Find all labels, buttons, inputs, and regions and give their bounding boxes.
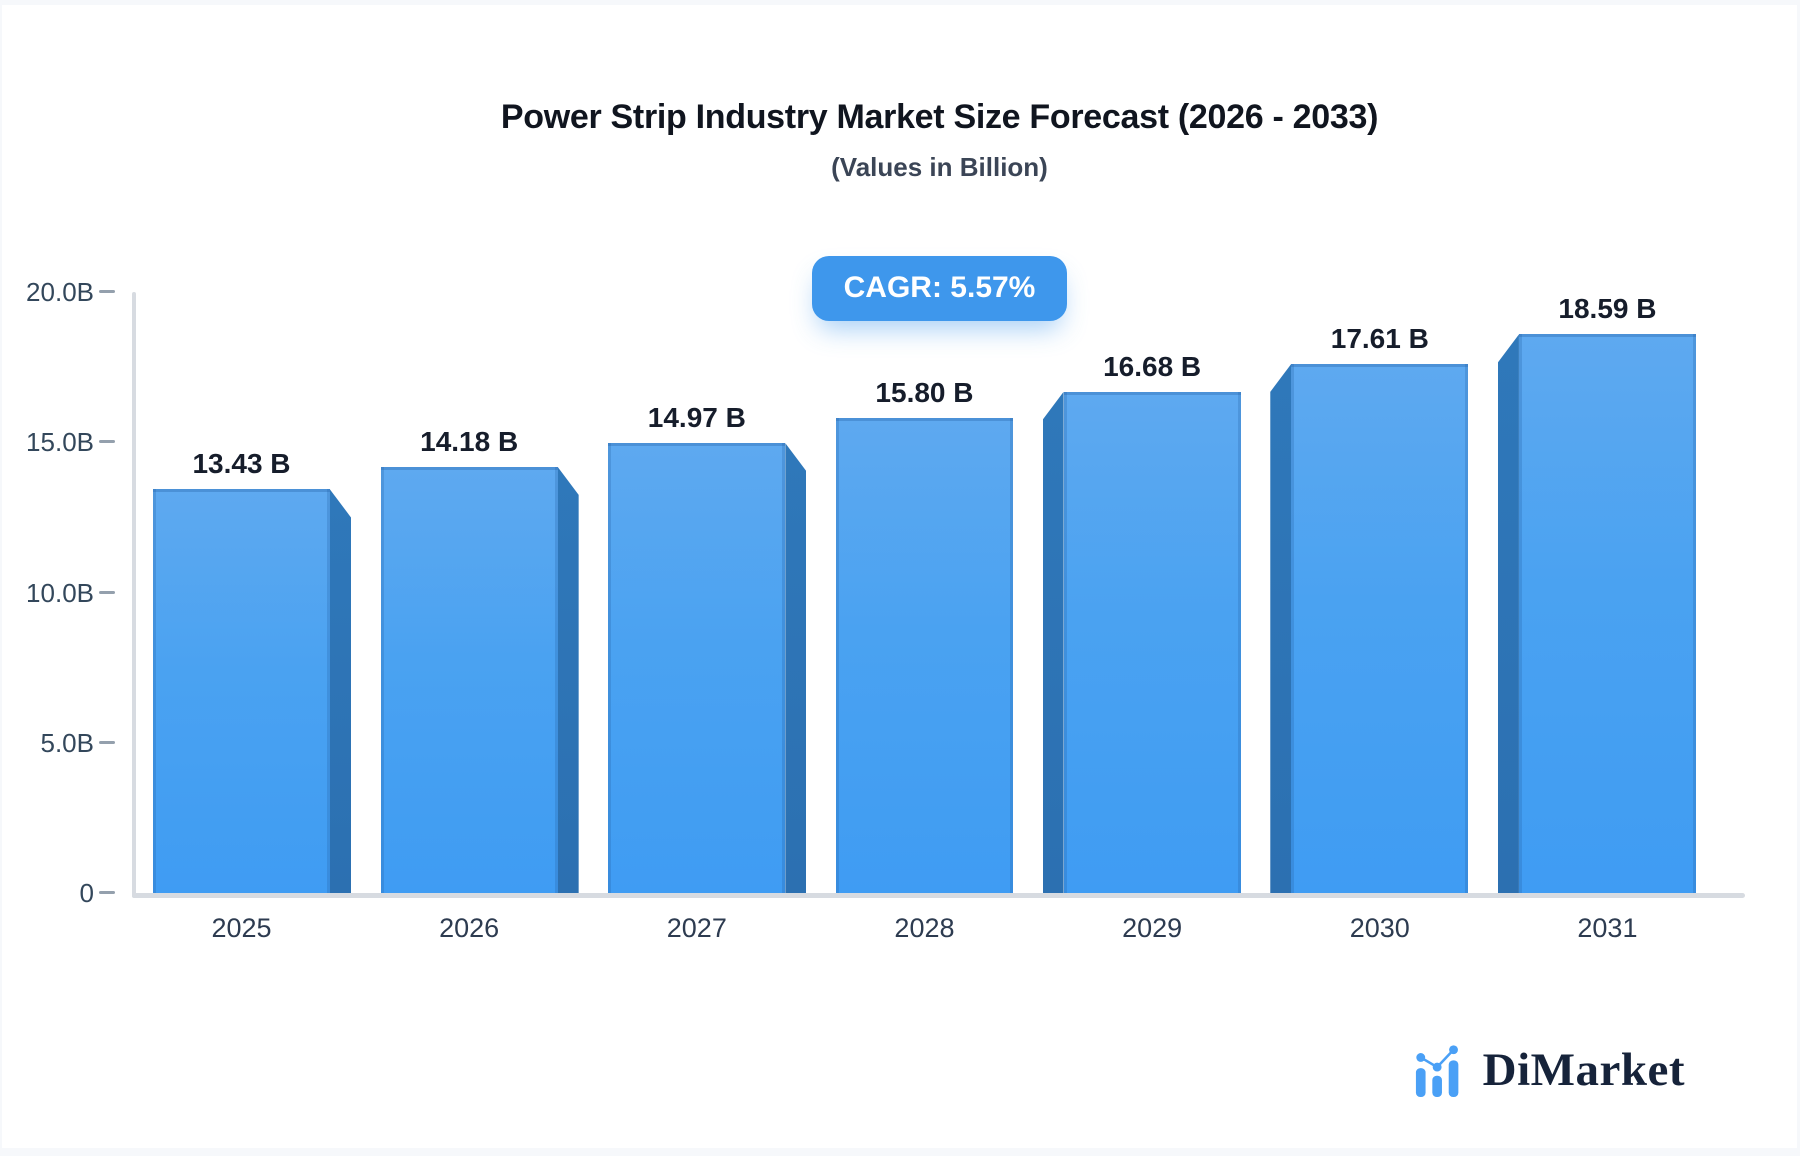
bar-value-label: 16.68 B (1103, 350, 1202, 382)
y-tick-dash (99, 440, 115, 444)
bar-face (153, 489, 330, 893)
bar-extrusion (785, 443, 807, 893)
cagr-badge: CAGR: 5.57% (811, 256, 1068, 321)
chart-card: Power Strip Industry Market Size Forecas… (2, 5, 1797, 1148)
bar-2028: 15.80 B 2028 (835, 377, 1013, 943)
x-axis-label: 2026 (439, 913, 500, 943)
chart-subtitle: (Values in Billion) (831, 152, 1048, 182)
bar-face (380, 466, 558, 893)
plot-area: 0 5.0B 10.0B 15.0B 20.0B 13.43 B 2025 14.18 B 2… (26, 277, 1745, 943)
dimarket-logo-text: DiMarket (1482, 1044, 1685, 1096)
x-axis-label: 2028 (894, 913, 955, 943)
bar-value-label: 14.18 B (420, 425, 519, 457)
bar-extrusion (1497, 334, 1519, 893)
bar-face (608, 443, 786, 893)
bars-row: 13.43 B 2025 14.18 B 2026 14.97 B 2027 15.80 B… (136, 292, 1745, 943)
y-tick-dash (99, 590, 115, 594)
y-tick-label: 5.0B (40, 727, 95, 758)
x-axis-label: 2031 (1577, 913, 1638, 943)
y-tick-dash (99, 290, 115, 293)
bar-value-label: 15.80 B (875, 377, 974, 409)
x-axis-line (132, 893, 1745, 898)
bar-value-label: 13.43 B (192, 448, 291, 480)
dimarket-logo: DiMarket (1412, 1043, 1685, 1097)
bar-extrusion (1270, 363, 1292, 893)
y-tick-dash (99, 891, 115, 894)
bar-2027: 14.97 B 2027 (608, 402, 807, 943)
bar-face (1291, 363, 1469, 893)
cagr-badge-row: CAGR: 5.57% (134, 256, 1745, 321)
bar-face (1063, 391, 1241, 893)
y-tick-label: 10.0B (26, 577, 94, 608)
x-axis-label: 2027 (666, 913, 727, 943)
bar-extrusion (330, 489, 351, 893)
bar-face (1518, 334, 1696, 893)
y-tick-label: 15.0B (26, 427, 94, 458)
bar-value-label: 18.59 B (1558, 293, 1657, 325)
chart-title: Power Strip Industry Market Size Forecas… (500, 98, 1379, 136)
x-axis-label: 2025 (211, 913, 272, 943)
bar-extrusion (557, 466, 579, 893)
y-tick-dash (99, 740, 115, 744)
bar-value-label: 17.61 B (1330, 322, 1429, 354)
y-axis-line (132, 292, 136, 898)
bar-2025: 13.43 B 2025 (153, 448, 351, 943)
bar-chart-logo-icon (1412, 1043, 1470, 1097)
x-axis-label: 2030 (1349, 913, 1410, 943)
bar-value-label: 14.97 B (647, 402, 746, 434)
bar-2031: 18.59 B 2031 (1497, 293, 1696, 943)
bar-2026: 14.18 B 2026 (380, 426, 579, 943)
x-axis-label: 2029 (1122, 913, 1183, 943)
y-tick-label: 20.0B (26, 277, 94, 307)
bar-2030: 17.61 B 2030 (1270, 323, 1469, 943)
bar-2029: 16.68 B 2029 (1042, 351, 1241, 943)
bar-extrusion (1042, 391, 1064, 893)
bar-face (835, 418, 1013, 893)
y-tick-label: 0 (79, 878, 94, 908)
